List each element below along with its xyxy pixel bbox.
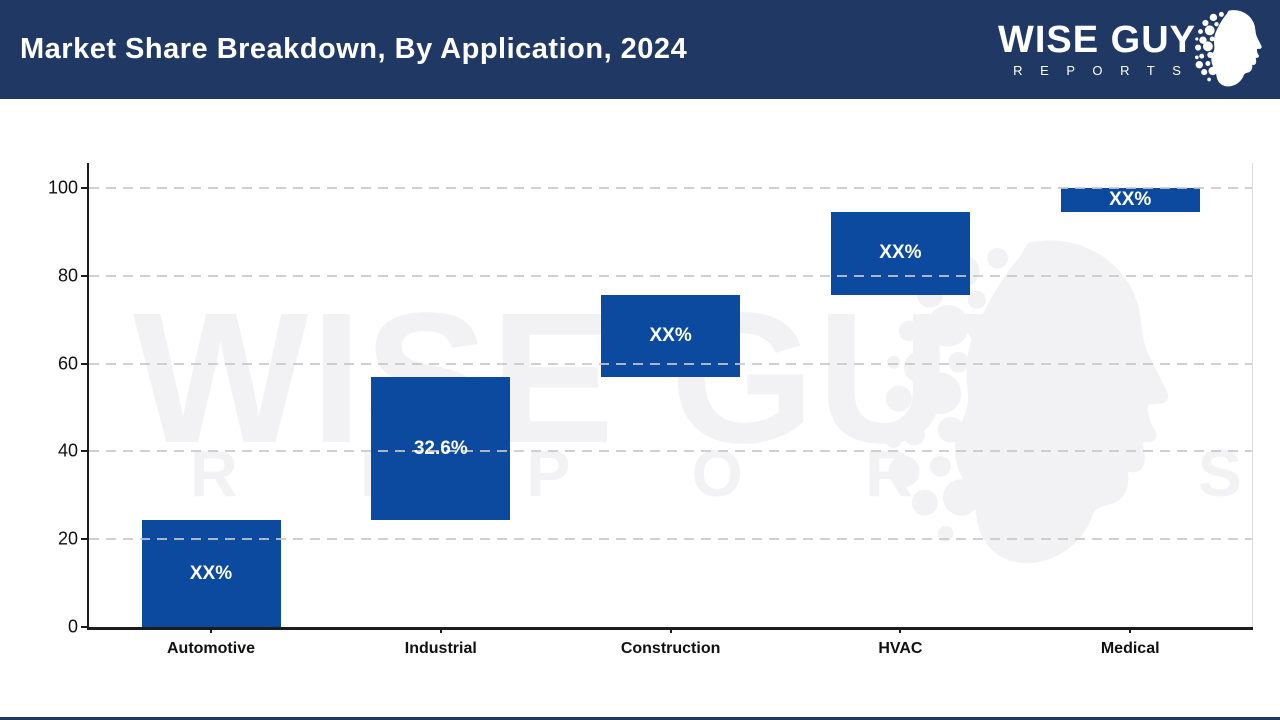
bottom-accent-bar [0, 717, 1280, 720]
gridline-60 [89, 362, 1252, 365]
right-spine [1252, 163, 1253, 628]
header: Market Share Breakdown, By Application, … [0, 0, 1280, 99]
y-tick-label-80: 80 [57, 265, 78, 286]
bar-medical [1060, 188, 1200, 213]
y-tick-mark-100 [81, 187, 89, 189]
bar-construction [601, 294, 741, 378]
x-category-label-medical: Medical [1100, 640, 1160, 657]
x-tick-mark-hvac [899, 627, 902, 633]
logo-wordmark: WISE GUY [997, 19, 1196, 61]
y-tick-label-40: 40 [57, 440, 78, 461]
y-tick-mark-80 [81, 274, 89, 277]
y-tick-label-20: 20 [57, 528, 78, 549]
gridline-20 [89, 538, 1252, 541]
gridline-100 [89, 187, 1252, 189]
y-tick-mark-40 [81, 450, 89, 453]
x-category-label-automotive: Automotive [167, 640, 255, 657]
x-category-label-industrial: Industrial [404, 640, 477, 657]
x-tick-mark-industrial [439, 627, 442, 633]
x-category-label-hvac: HVAC [878, 640, 923, 657]
page-title: Market Share Breakdown, By Application, … [20, 33, 688, 65]
y-axis-line [87, 163, 89, 628]
brand-logo: WISE GUY R E P O R T S [998, 7, 1270, 93]
y-tick-label-60: 60 [57, 353, 78, 374]
bar-automotive [141, 520, 281, 627]
x-category-label-construction: Construction [620, 640, 721, 657]
bar-industrial [371, 377, 511, 521]
y-tick-label-100: 100 [47, 177, 78, 198]
x-tick-mark-construction [669, 627, 672, 633]
x-tick-mark-medical [1129, 627, 1132, 633]
y-tick-mark-20 [81, 538, 89, 541]
y-tick-mark-60 [81, 362, 89, 365]
logo-head-icon [1190, 7, 1270, 93]
logo-subtitle: R E P O R T S [1013, 63, 1188, 78]
x-tick-mark-automotive [210, 627, 212, 633]
gridline-40 [89, 450, 1252, 453]
gridline-80 [89, 274, 1252, 277]
bar-hvac [830, 212, 970, 295]
y-tick-label-0: 0 [67, 616, 78, 637]
y-tick-mark-0 [81, 626, 89, 628]
